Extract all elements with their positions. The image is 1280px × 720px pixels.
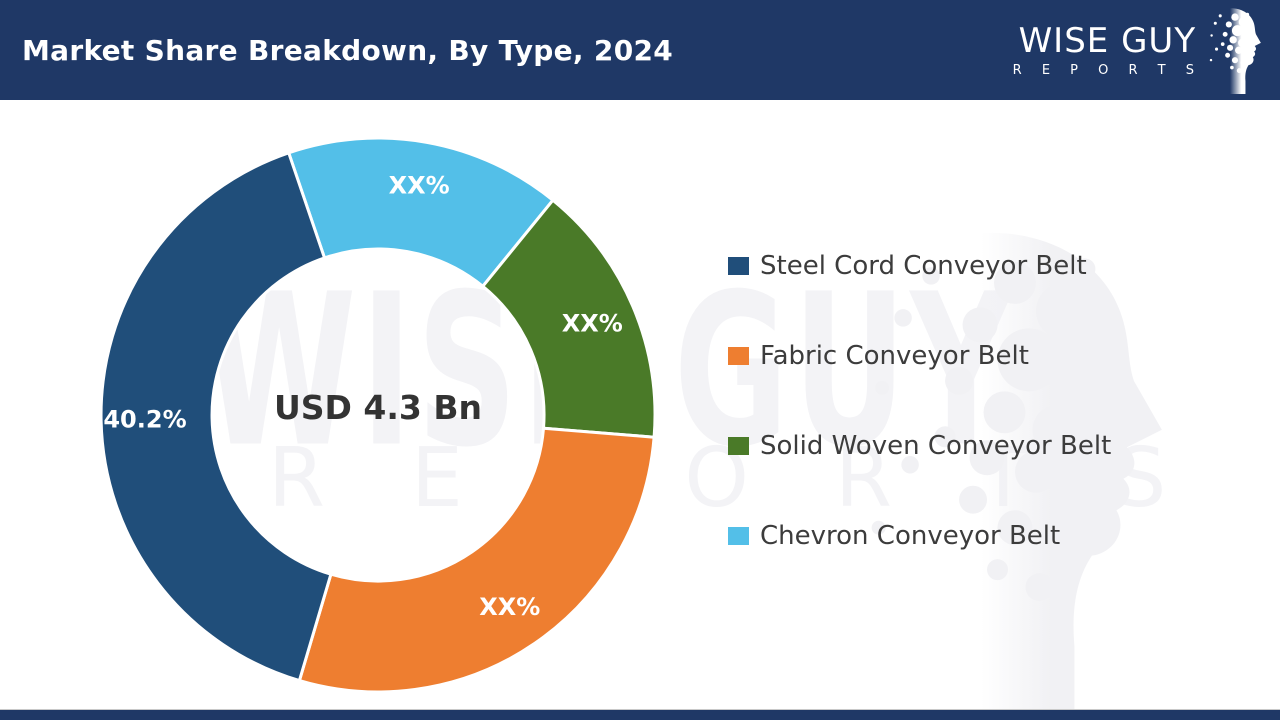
donut-segment-solid-woven-conveyor-belt [481,198,657,439]
footer-bar [0,710,1280,720]
segment-percent-label: XX% [562,310,623,338]
legend-swatch-solid-woven [728,437,749,455]
legend-item-steel-cord: Steel Cord Conveyor Belt [728,247,1111,285]
legend-item-fabric: Fabric Conveyor Belt [728,337,1111,375]
footer-divider [0,709,1280,710]
header-bar: Market Share Breakdown, By Type, 2024 WI… [0,0,1280,100]
donut-segment-fabric-conveyor-belt [297,426,656,694]
legend-item-solid-woven: Solid Woven Conveyor Belt [728,427,1111,465]
page-title: Market Share Breakdown, By Type, 2024 [22,33,674,67]
legend-label-solid-woven: Solid Woven Conveyor Belt [760,431,1112,461]
segment-percent-label: XX% [479,593,540,621]
brand-name: WISE GUY [1018,20,1197,61]
donut-chart: XX% XX% XX% 40.2% USD 4.3 Bn [99,136,657,694]
legend-item-chevron: Chevron Conveyor Belt [728,517,1111,555]
brand-head-icon [1209,8,1261,94]
brand-subtitle: R E P O R T S [1012,62,1202,78]
chart-legend: Steel Cord Conveyor Belt Fabric Conveyor… [728,247,1111,607]
logo-dot [1209,58,1213,62]
legend-label-chevron: Chevron Conveyor Belt [760,521,1061,551]
center-value: USD 4.3 Bn [274,388,482,427]
segment-percent-label: XX% [389,172,450,200]
donut-segment-steel-cord-conveyor-belt [99,151,333,683]
brand-logo: WISE GUY R E P O R T S [1013,6,1266,94]
legend-swatch-fabric [728,347,749,365]
donut-segment-chevron-conveyor-belt [287,136,555,288]
legend-label-steel-cord: Steel Cord Conveyor Belt [760,251,1087,281]
brand-logo-text: WISE GUY R E P O R T S [1013,24,1202,77]
legend-label-fabric: Fabric Conveyor Belt [760,341,1029,371]
legend-swatch-steel-cord [728,257,749,275]
segment-percent-label: 40.2% [103,406,186,434]
legend-swatch-chevron [728,527,749,545]
